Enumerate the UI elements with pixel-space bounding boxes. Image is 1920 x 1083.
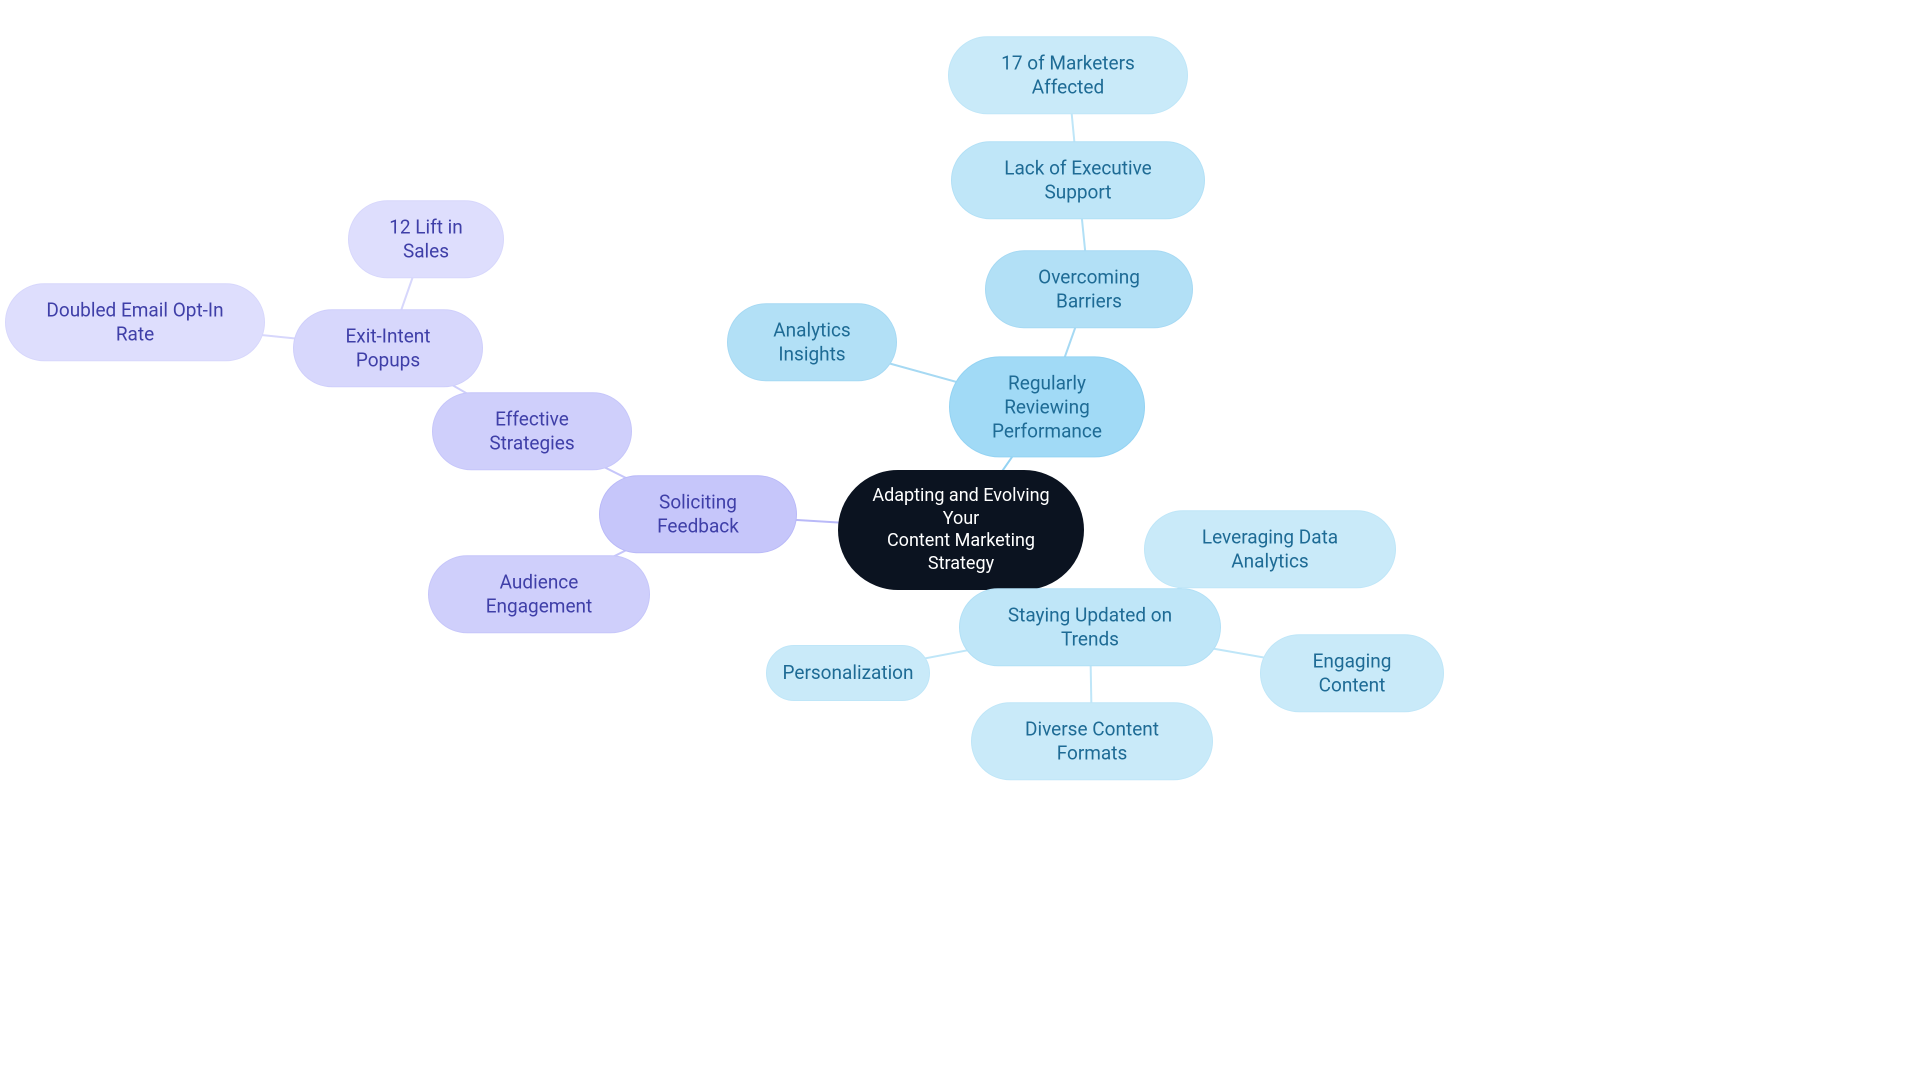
node-doubled: Doubled Email Opt-In Rate [5,283,265,361]
node-label: Audience Engagement [457,570,621,618]
node-effstrat: Effective Strategies [432,392,632,470]
node-lift: 12 Lift in Sales [348,200,504,278]
node-label: Effective Strategies [461,407,603,455]
node-engaging: Engaging Content [1260,634,1444,712]
node-label: Staying Updated on Trends [988,603,1192,651]
node-label: Leveraging Data Analytics [1173,525,1367,573]
node-label: Engaging Content [1289,649,1415,697]
node-root: Adapting and Evolving YourContent Market… [838,470,1084,590]
node-label: Personalization [783,661,914,685]
node-review: Regularly ReviewingPerformance [949,356,1145,457]
node-exitint: Exit-Intent Popups [293,309,483,387]
node-label: Exit-Intent Popups [322,324,454,372]
node-trends: Staying Updated on Trends [959,588,1221,666]
node-barriers: Overcoming Barriers [985,250,1193,328]
node-diverse: Diverse Content Formats [971,702,1213,780]
node-analytics: Analytics Insights [727,303,897,381]
node-levdata: Leveraging Data Analytics [1144,510,1396,588]
mindmap-canvas: Adapting and Evolving YourContent Market… [0,0,1920,1083]
node-personal: Personalization [766,645,930,701]
node-label: Overcoming Barriers [1014,265,1164,313]
node-label: Doubled Email Opt-In Rate [34,298,236,346]
node-solicit: Soliciting Feedback [599,475,797,553]
node-label: Regularly ReviewingPerformance [978,371,1116,442]
node-label: Adapting and Evolving YourContent Market… [867,485,1055,575]
node-label: 17 of Marketers Affected [977,51,1159,99]
node-label: Lack of Executive Support [980,156,1176,204]
node-label: Diverse Content Formats [1000,717,1184,765]
node-audeng: Audience Engagement [428,555,650,633]
node-label: Soliciting Feedback [628,490,768,538]
node-label: 12 Lift in Sales [377,215,475,263]
node-label: Analytics Insights [756,318,868,366]
node-lacksupp: Lack of Executive Support [951,141,1205,219]
node-affected: 17 of Marketers Affected [948,36,1188,114]
